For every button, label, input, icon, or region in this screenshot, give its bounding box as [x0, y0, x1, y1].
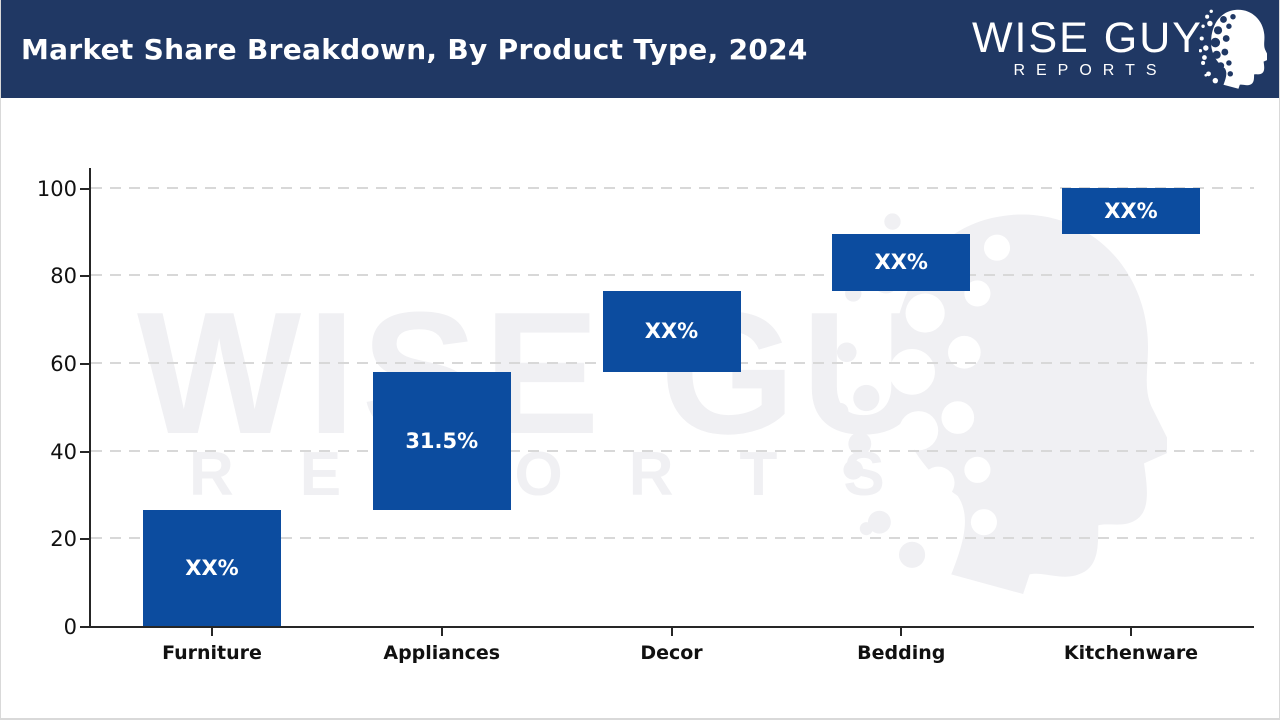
- bar-furniture: [143, 509, 281, 626]
- header-banner: Market Share Breakdown, By Product Type,…: [1, 0, 1279, 98]
- x-category-label: Kitchenware: [1063, 642, 1199, 664]
- gridline-80: [91, 274, 1254, 277]
- y-tick-label: 60: [50, 351, 77, 376]
- bar-value-label: XX%: [644, 319, 699, 344]
- wise-guy-reports-logo: WISE GUY REPORTS: [972, 7, 1267, 89]
- y-tick-20: [80, 538, 89, 541]
- watermark-subtitle: REPORTS: [189, 440, 951, 509]
- y-tick-40: [80, 450, 89, 453]
- x-category-label: Furniture: [162, 642, 262, 664]
- logo-subtitle: REPORTS: [1013, 61, 1168, 79]
- y-axis-spine: [89, 168, 91, 628]
- x-tick-furniture: [211, 628, 213, 636]
- gridline-20: [91, 537, 1254, 540]
- bar-value-label: XX%: [874, 250, 928, 275]
- bar-decor: [602, 290, 741, 372]
- chart-title: Market Share Breakdown, By Product Type,…: [21, 32, 808, 66]
- bar-appliances: [372, 371, 511, 510]
- y-tick-label: 100: [36, 176, 77, 201]
- y-tick-100: [80, 187, 89, 190]
- y-tick-60: [80, 362, 89, 365]
- y-tick-0: [80, 626, 89, 628]
- watermark-head-icon: [832, 213, 1167, 594]
- x-tick-kitchenware: [1130, 628, 1132, 636]
- bar-value-label: 31.5%: [405, 428, 479, 453]
- x-tick-appliances: [440, 628, 443, 636]
- x-tick-decor: [670, 628, 673, 636]
- y-tick-label: 0: [63, 615, 77, 639]
- gridline-100: [91, 186, 1254, 189]
- y-tick-80: [80, 275, 89, 278]
- logo-wordmark: WISE GUY: [971, 14, 1203, 63]
- gridline-40: [91, 449, 1254, 452]
- bar-value-label: XX%: [185, 555, 239, 580]
- logo-wordmark-block: WISE GUY REPORTS: [972, 16, 1203, 79]
- bar-kitchenware: [1062, 187, 1200, 234]
- y-tick-label: 40: [50, 439, 77, 464]
- x-tick-bedding: [900, 628, 903, 636]
- y-tick-label: 20: [50, 527, 77, 552]
- y-tick-label: 80: [50, 264, 77, 289]
- bar-value-label: XX%: [1104, 198, 1158, 223]
- x-category-label: Decor: [640, 642, 703, 664]
- x-category-label: Appliances: [383, 642, 501, 664]
- bar-bedding: [832, 233, 971, 291]
- x-category-label: Bedding: [857, 642, 946, 664]
- logo-head-icon: [1199, 9, 1267, 89]
- x-axis-spine: [89, 626, 1254, 628]
